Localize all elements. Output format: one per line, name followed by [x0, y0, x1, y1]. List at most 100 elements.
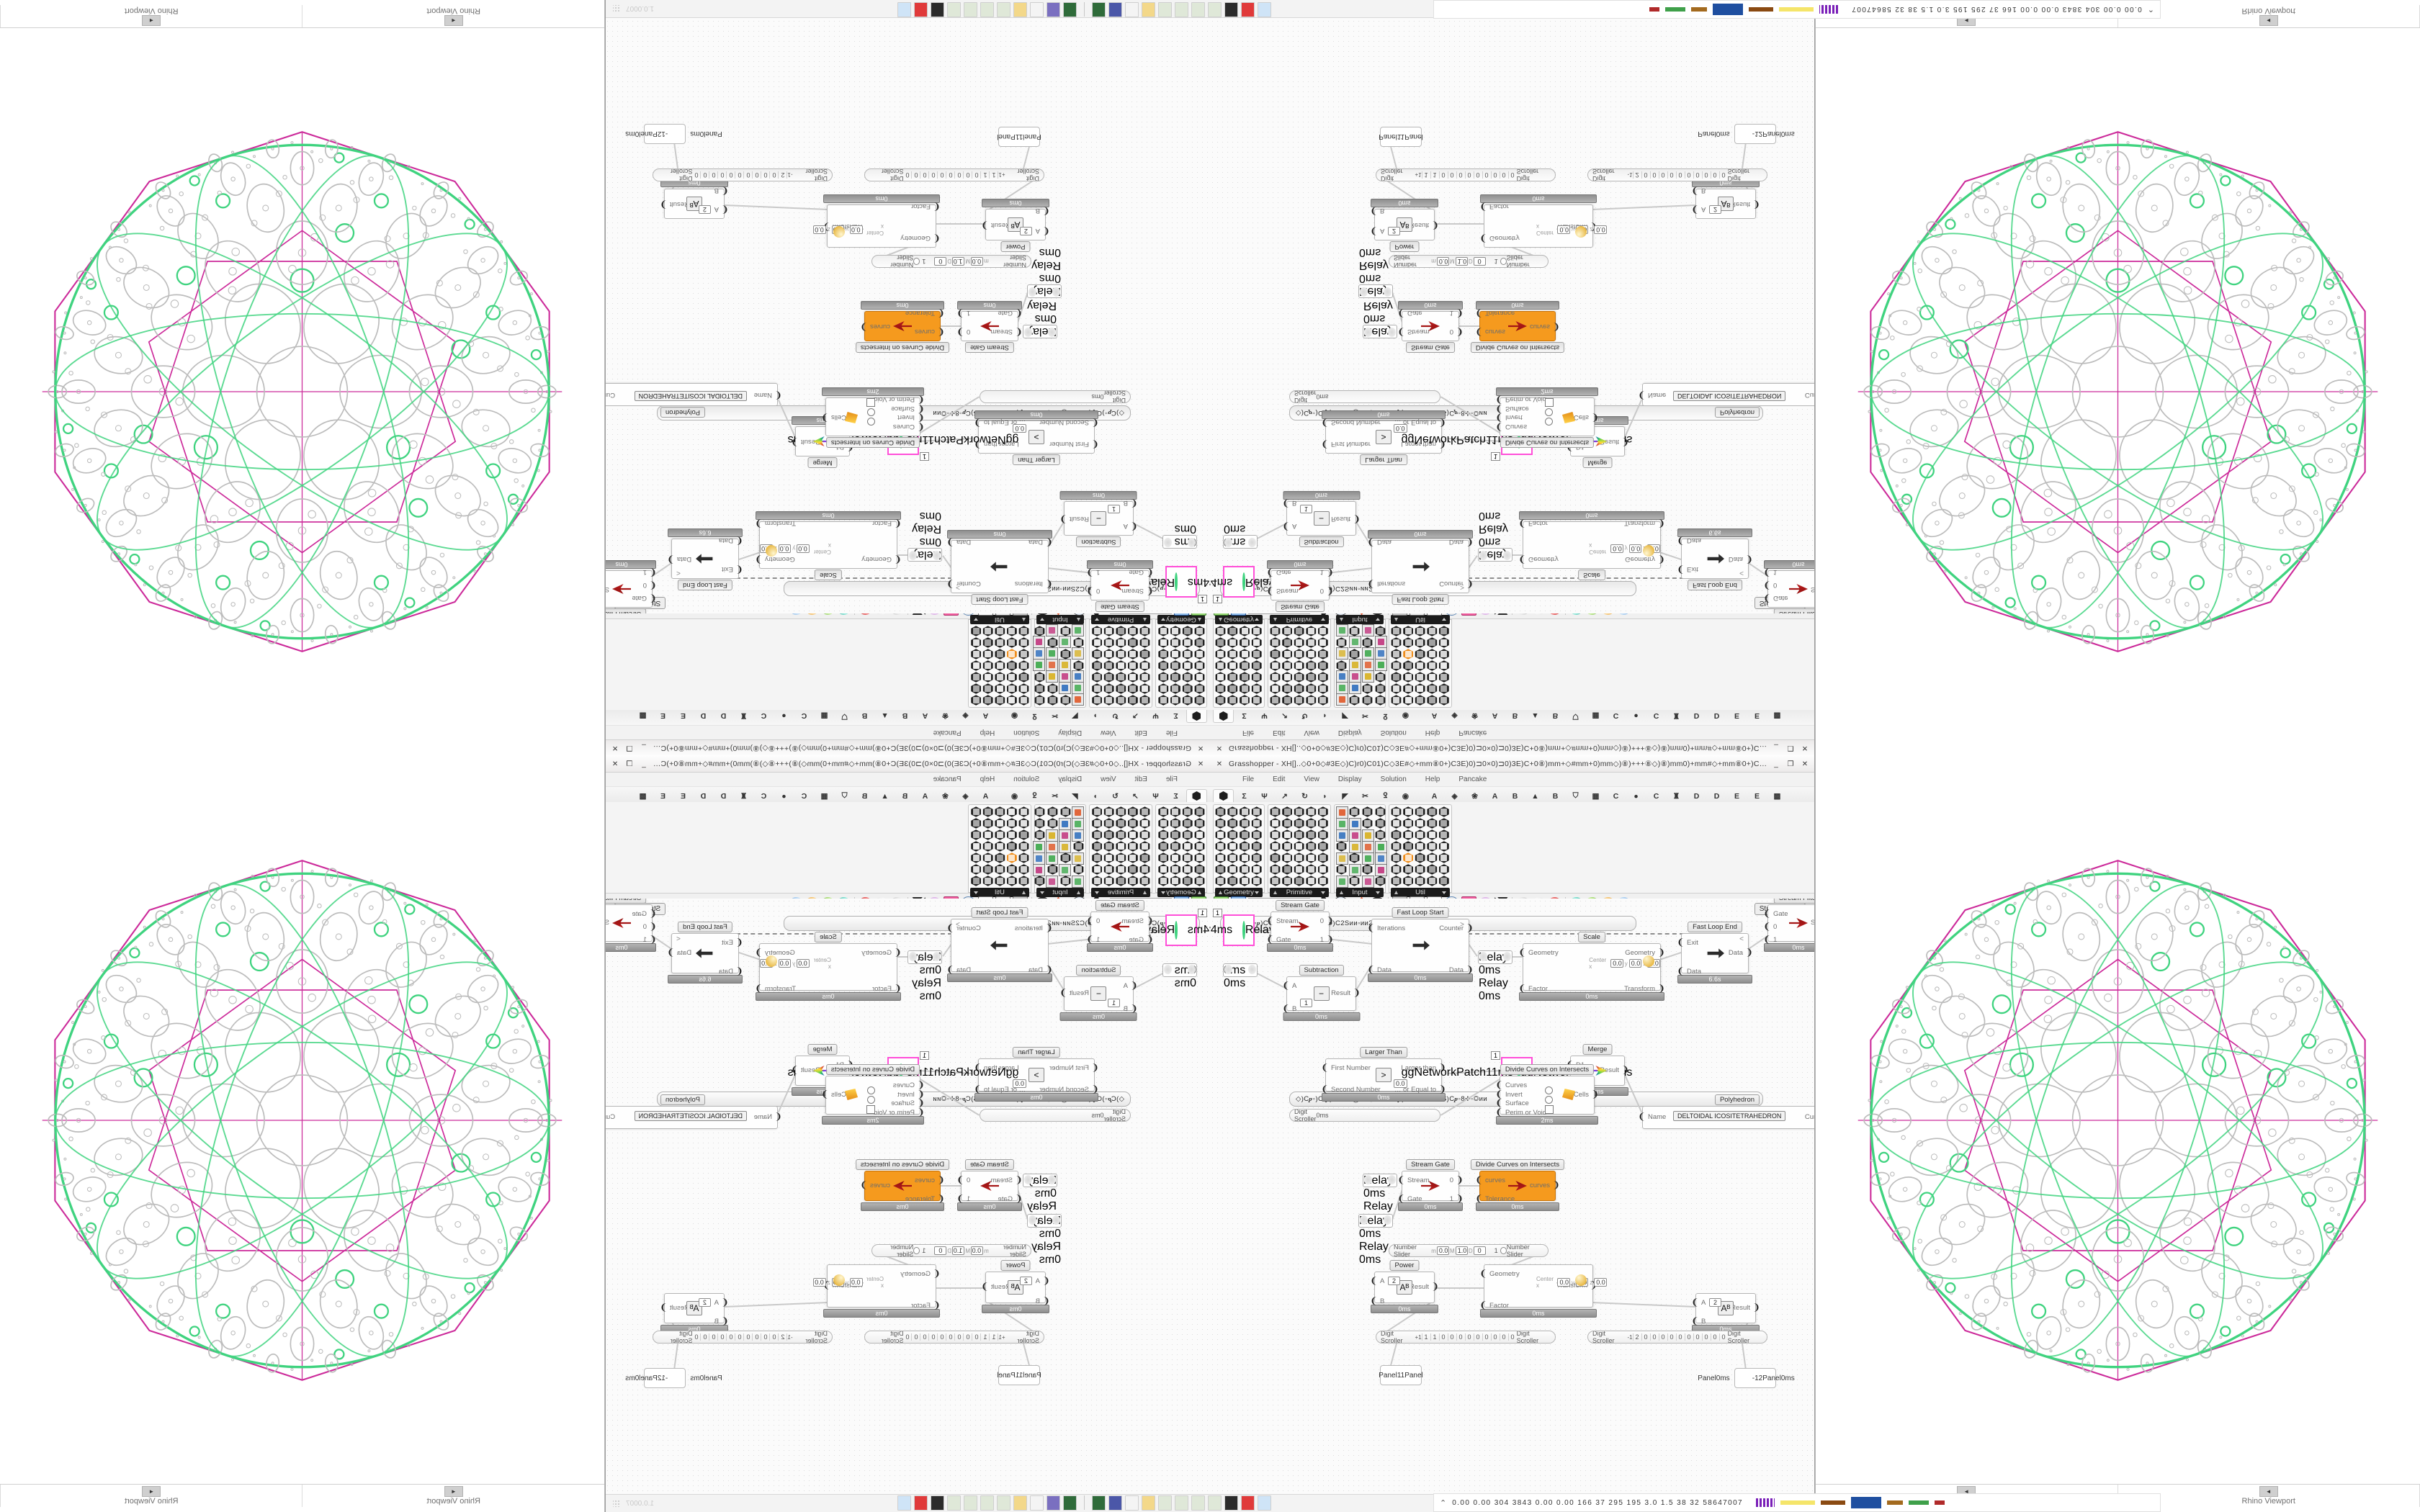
node-input-perim-or-void[interactable]: Perim or Void — [1505, 1109, 1547, 1117]
component-icon[interactable] — [1294, 818, 1304, 829]
ribbon-tab-11[interactable]: ◈ — [1445, 710, 1464, 721]
node-input-name[interactable]: Name — [753, 391, 772, 399]
input-port[interactable]: ❨ — [1321, 439, 1329, 450]
output-port[interactable]: ❩ — [1326, 586, 1334, 597]
component-icon[interactable] — [1060, 876, 1071, 886]
node-input-first-number[interactable]: First Number — [1049, 1064, 1089, 1072]
ribbon-tab-19[interactable]: C — [794, 791, 814, 802]
node-input-iterations[interactable]: Iterations — [1014, 580, 1043, 588]
digit-cell[interactable]: 0 — [912, 171, 921, 179]
node-caption[interactable]: Relay — [1031, 259, 1061, 271]
output-port[interactable]: ❩ — [1752, 199, 1760, 210]
input-port[interactable]: ❨ — [1130, 1003, 1138, 1014]
taskbar-item-9[interactable] — [1047, 1, 1060, 17]
node-second-value-field[interactable]: 0.0 — [1394, 424, 1407, 433]
node-caption[interactable]: Relay — [912, 523, 941, 535]
ribbon-tab-7[interactable]: ✂ — [1045, 710, 1065, 721]
node-caption[interactable]: Digit Scroller — [1516, 168, 1539, 181]
component-icon[interactable] — [1072, 806, 1084, 819]
component-icon[interactable] — [1349, 636, 1361, 648]
node-input-a[interactable]: A — [1292, 522, 1297, 530]
component-icon[interactable] — [1362, 647, 1374, 660]
taskbar-item-4[interactable] — [964, 1495, 977, 1511]
component-icon[interactable] — [1415, 649, 1425, 660]
node-output-curves[interactable]: curves — [870, 323, 890, 330]
component-icon[interactable] — [1270, 876, 1281, 886]
component-icon[interactable] — [1294, 806, 1304, 817]
input-port[interactable]: ❨ — [1691, 1315, 1699, 1326]
digit-cell[interactable]: 0 — [903, 1333, 913, 1341]
digit-cell[interactable]: 0 — [701, 1333, 710, 1341]
input-port[interactable]: ❨ — [649, 908, 657, 919]
component-icon[interactable] — [1227, 876, 1238, 886]
component-icon[interactable] — [1047, 818, 1058, 829]
component-icon[interactable] — [1215, 683, 1226, 694]
ribbon-tab-5[interactable]: ◗ — [1315, 791, 1335, 802]
component-icon[interactable] — [1046, 852, 1058, 865]
component-icon[interactable] — [1072, 682, 1084, 694]
digit-cell[interactable]: 0 — [1447, 171, 1456, 179]
slider-dec-field[interactable]: 0 — [934, 1246, 947, 1255]
close-button[interactable]: ✕ — [611, 760, 619, 768]
component-icon[interactable] — [1006, 626, 1017, 636]
node-caption[interactable]: Larger Than — [1013, 454, 1060, 465]
menu-item-file[interactable]: File — [1242, 729, 1255, 737]
radio-surface[interactable] — [867, 1096, 875, 1104]
component-icon[interactable] — [1060, 695, 1071, 706]
node-input-stream[interactable]: Stream — [1407, 1176, 1430, 1184]
maximize-button[interactable]: ❐ — [626, 760, 633, 768]
component-icon[interactable] — [1306, 806, 1317, 817]
component-icon[interactable] — [995, 683, 1005, 694]
taskbar-item-6[interactable] — [997, 1, 1010, 17]
input-port[interactable]: ❨ — [1146, 934, 1154, 945]
digit-cell[interactable]: 2 — [1632, 1333, 1641, 1341]
component-icon[interactable] — [1158, 672, 1169, 683]
node-output-0[interactable]: 0 — [967, 328, 971, 336]
component-icon[interactable] — [1317, 649, 1328, 660]
node-caption[interactable]: Fast Loop End — [678, 922, 732, 932]
taskbar-item-5[interactable] — [980, 1495, 994, 1511]
component-icon[interactable] — [1182, 637, 1193, 648]
node-caption[interactable]: Panel — [1762, 1374, 1781, 1382]
input-port[interactable]: ❨ — [1638, 1111, 1646, 1122]
component-icon[interactable] — [1116, 637, 1126, 648]
ribbon-tab-4[interactable]: ↻ — [1295, 791, 1314, 802]
node-caption[interactable]: Divide Curves on Intersects — [855, 1159, 950, 1170]
menu-item-display[interactable]: Display — [1058, 729, 1083, 737]
gh-node-streamgate1[interactable]: Stream Gate 0ms Stream ❨ Gate ❨ 0 ❩ 1 ❩ — [1266, 560, 1334, 612]
node-output-data[interactable]: Data — [956, 538, 972, 546]
component-icon[interactable] — [1375, 683, 1386, 694]
node-input-exit[interactable]: Exit — [722, 939, 733, 947]
component-icon[interactable] — [1018, 660, 1029, 671]
node-output-…-or-equal-to[interactable]: … or Equal to — [1394, 1086, 1436, 1094]
component-icon[interactable] — [971, 841, 982, 852]
output-port[interactable]: ❩ — [1552, 322, 1560, 333]
component-icon[interactable] — [1018, 695, 1029, 706]
close-button[interactable]: ✕ — [1801, 760, 1809, 768]
output-port[interactable]: ❩ — [1353, 514, 1361, 525]
component-icon[interactable] — [1059, 829, 1071, 842]
component-icon[interactable] — [1194, 818, 1205, 829]
node-output-0[interactable]: 0 — [1096, 587, 1101, 595]
digit-cell[interactable]: 0 — [770, 171, 779, 179]
gh-node-scale1[interactable]: Scale 0ms Geometry ❨ Factor ❨ Geometry ❩ Transfo… — [1518, 932, 1665, 1001]
slider-max-field[interactable]: 1.0 — [952, 257, 965, 266]
component-icon[interactable] — [1072, 876, 1084, 888]
gh-node-fastloopstart[interactable]: Fast Loop Start 0ms Iterations ❨ Data ❨ Counte… — [946, 907, 1053, 982]
polyhedron-name-field[interactable]: DELTOIDAL ICOSITETRAHEDRON — [634, 391, 747, 401]
ribbon-tab-2[interactable]: Ψ — [1255, 791, 1274, 802]
gh-node-streamgate2[interactable]: Stream Gate 0ms Stream ❨ Gate ❨ 0 ❩ 1 ❩ — [956, 1159, 1023, 1211]
component-icon[interactable] — [1306, 695, 1317, 706]
component-icon[interactable] — [1336, 670, 1348, 683]
menu-item-edit[interactable]: Edit — [1273, 775, 1286, 783]
node-output-transform[interactable]: Transform — [1624, 519, 1655, 527]
ribbon-tab-14[interactable]: B — [1505, 710, 1525, 721]
panel-value[interactable]: 11 — [1397, 1371, 1405, 1380]
component-icon[interactable] — [1158, 841, 1169, 852]
ribbon-tab-16[interactable]: B — [855, 710, 874, 721]
input-port[interactable]: ❨ — [1091, 418, 1099, 428]
node-input-b[interactable]: B — [1123, 1005, 1128, 1013]
